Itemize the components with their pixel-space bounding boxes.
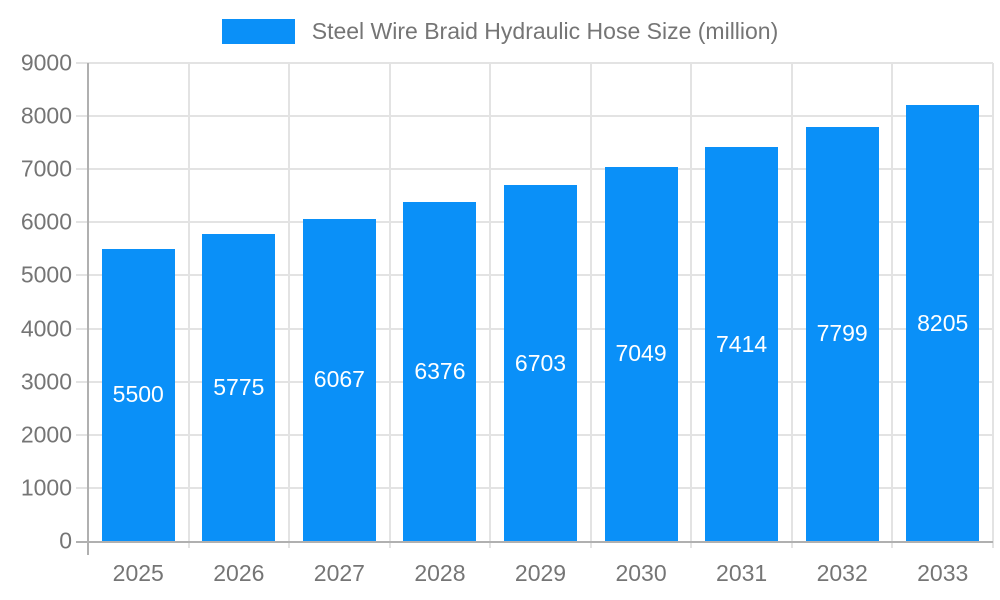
bar[interactable]: 5775 [202, 234, 276, 541]
bar[interactable]: 5500 [101, 248, 175, 541]
gridline-v [589, 63, 592, 548]
y-axis-tick-label: 0 [59, 527, 72, 554]
bar[interactable]: 7414 [705, 147, 779, 541]
gridline-v [891, 63, 894, 548]
y-axis-tick-label: 5000 [20, 261, 72, 288]
bar-value-label: 6376 [414, 358, 466, 385]
bar-value-label: 8205 [917, 309, 969, 336]
gridline-h [76, 115, 993, 118]
x-axis-tick-label: 2026 [213, 560, 265, 586]
gridline-v [992, 63, 994, 548]
gridline-h [76, 168, 993, 171]
legend-swatch [221, 19, 295, 44]
gridline-h [76, 62, 993, 64]
gridline-v [790, 63, 793, 548]
plot-area: 0 1000 2000 3000 4000 5000 6000 7000 8000 9000 550… [21, 50, 994, 586]
x-axis-tick-label: 2030 [615, 560, 667, 586]
gridline-v [489, 63, 492, 548]
bar-value-label: 6067 [313, 366, 365, 393]
x-axis-tick-label: 2033 [917, 560, 969, 586]
bar-value-label: 5500 [112, 381, 164, 408]
x-axis-line [76, 541, 993, 543]
x-axis-tick-label: 2031 [716, 560, 768, 586]
y-axis-tick-label: 2000 [20, 421, 72, 448]
bar[interactable]: 6376 [403, 202, 477, 541]
gridline-v [388, 63, 391, 548]
x-axis-tick-label: 2032 [816, 560, 868, 586]
gridline-v [187, 63, 190, 548]
x-axis-tick-label: 2027 [313, 560, 365, 586]
bar[interactable]: 7799 [805, 126, 879, 541]
y-axis-tick-label: 8000 [20, 102, 72, 129]
legend-label: Steel Wire Braid Hydraulic Hose Size (mi… [311, 18, 779, 44]
y-axis-tick-label: 4000 [20, 315, 72, 342]
bar-value-label: 7799 [816, 320, 868, 347]
y-axis-tick-label: 3000 [20, 368, 72, 395]
bar[interactable]: 8205 [906, 105, 980, 541]
bar[interactable]: 6067 [302, 218, 376, 541]
gridline-v [288, 63, 291, 548]
y-axis-tick-label: 7000 [20, 155, 72, 182]
bar-value-label: 7414 [716, 330, 768, 357]
x-axis-tick-label: 2028 [414, 560, 466, 586]
y-axis-line [87, 63, 89, 555]
x-axis-tick-label: 2029 [514, 560, 567, 586]
x-axis-tick-label: 2025 [112, 560, 164, 586]
bar-value-label: 6703 [514, 349, 567, 376]
bar-value-label: 5775 [213, 374, 265, 401]
legend[interactable]: Steel Wire Braid Hydraulic Hose Size (mi… [0, 18, 1000, 45]
y-axis-tick-label: 1000 [20, 474, 72, 501]
bar-value-label: 7049 [615, 340, 667, 367]
bar[interactable]: 7049 [604, 166, 678, 541]
gridline-v [690, 63, 693, 548]
y-axis-tick-label: 9000 [20, 49, 72, 76]
bar[interactable]: 6703 [504, 185, 577, 541]
y-axis-tick-label: 6000 [20, 208, 72, 235]
